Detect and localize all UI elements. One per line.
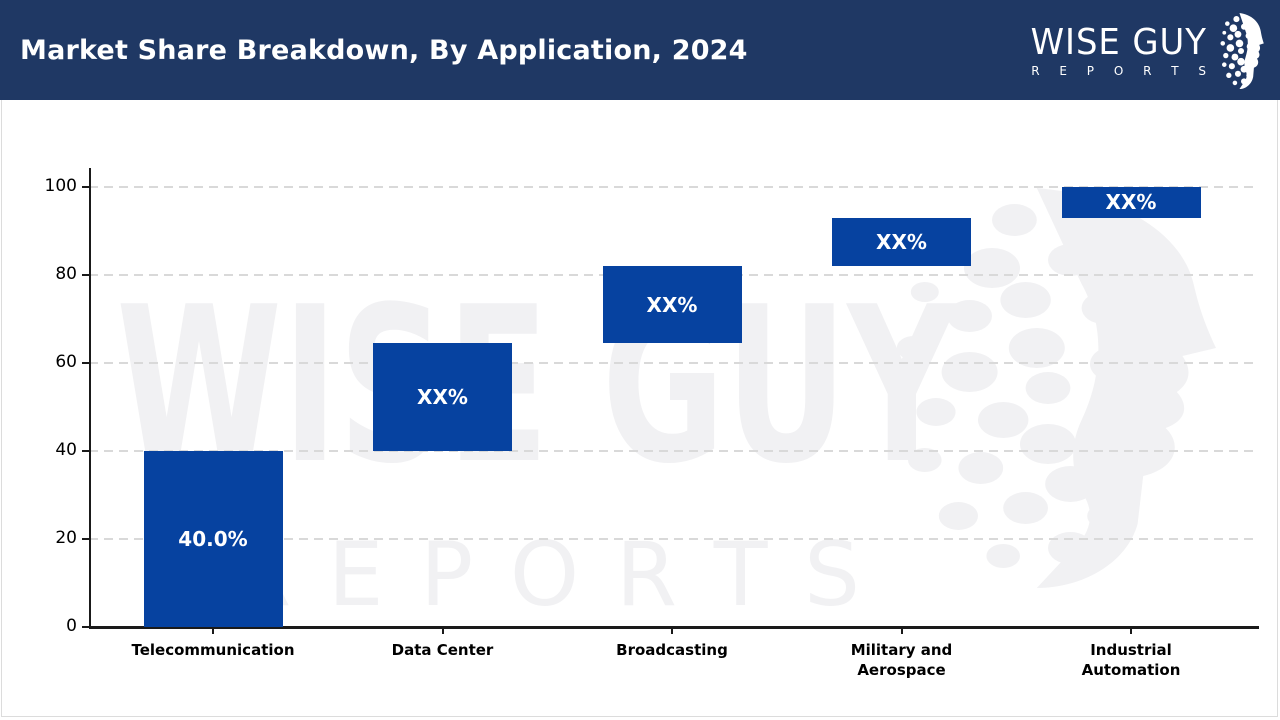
chart-card: WISE GUY R E P O R T S 02040608010040.0%… xyxy=(1,100,1278,717)
y-tick-label: 80 xyxy=(55,264,77,284)
page-title: Market Share Breakdown, By Application, … xyxy=(20,34,748,66)
logo-face-icon xyxy=(1220,13,1264,89)
y-tick-label: 60 xyxy=(55,352,77,372)
y-gridline xyxy=(89,362,1257,364)
brand-subtitle: R E P O R T S xyxy=(1031,64,1214,78)
y-axis-line xyxy=(89,168,91,629)
y-tick-label: 0 xyxy=(66,616,77,636)
x-category-label: Industrial Automation xyxy=(1081,641,1181,680)
waterfall-bar: 40.0% xyxy=(143,451,283,627)
x-tick-mark xyxy=(900,628,903,634)
y-tick-mark xyxy=(82,626,89,628)
x-category-label: Telecommunication xyxy=(131,641,295,659)
x-tick-mark xyxy=(1130,628,1132,634)
header-band: Market Share Breakdown, By Application, … xyxy=(0,0,1280,100)
y-tick-mark xyxy=(82,538,89,540)
x-category-label: Broadcasting xyxy=(616,641,728,659)
x-tick-mark xyxy=(671,628,673,634)
brand-logo-text: WISE GUY R E P O R T S xyxy=(1023,22,1214,78)
y-gridline xyxy=(89,450,1257,452)
bar-value-label: XX% xyxy=(646,292,698,317)
waterfall-bar: XX% xyxy=(1061,187,1201,218)
brand-name: WISE GUY xyxy=(1030,22,1207,63)
waterfall-bar: XX% xyxy=(602,266,742,344)
y-gridline xyxy=(89,538,1257,540)
waterfall-chart: 0 20 40 60 80 100 40.0% XX% XX% XX% XX% Telecommuni… xyxy=(2,100,1277,716)
brand-logo: WISE GUY R E P O R T S xyxy=(1023,9,1264,93)
bar-value-label: XX% xyxy=(1105,190,1157,215)
y-tick-mark xyxy=(82,186,89,188)
x-tick-mark xyxy=(212,628,214,634)
waterfall-bar: XX% xyxy=(373,343,512,451)
y-tick-label: 20 xyxy=(55,528,77,548)
x-axis-line xyxy=(89,626,1259,629)
y-tick-label: 40 xyxy=(55,440,77,460)
y-tick-mark xyxy=(82,450,89,452)
y-gridline xyxy=(89,186,1257,188)
bar-value-label: 40.0% xyxy=(178,527,248,551)
bar-value-label: XX% xyxy=(876,229,927,254)
x-category-label: Military and Aerospace xyxy=(850,641,953,680)
x-tick-mark xyxy=(441,628,444,634)
bar-value-label: XX% xyxy=(417,385,468,410)
y-tick-mark xyxy=(82,274,89,276)
x-category-label: Data Center xyxy=(391,641,494,659)
waterfall-bar: XX% xyxy=(832,217,971,267)
y-tick-label: 100 xyxy=(44,176,77,196)
y-tick-mark xyxy=(82,362,89,364)
